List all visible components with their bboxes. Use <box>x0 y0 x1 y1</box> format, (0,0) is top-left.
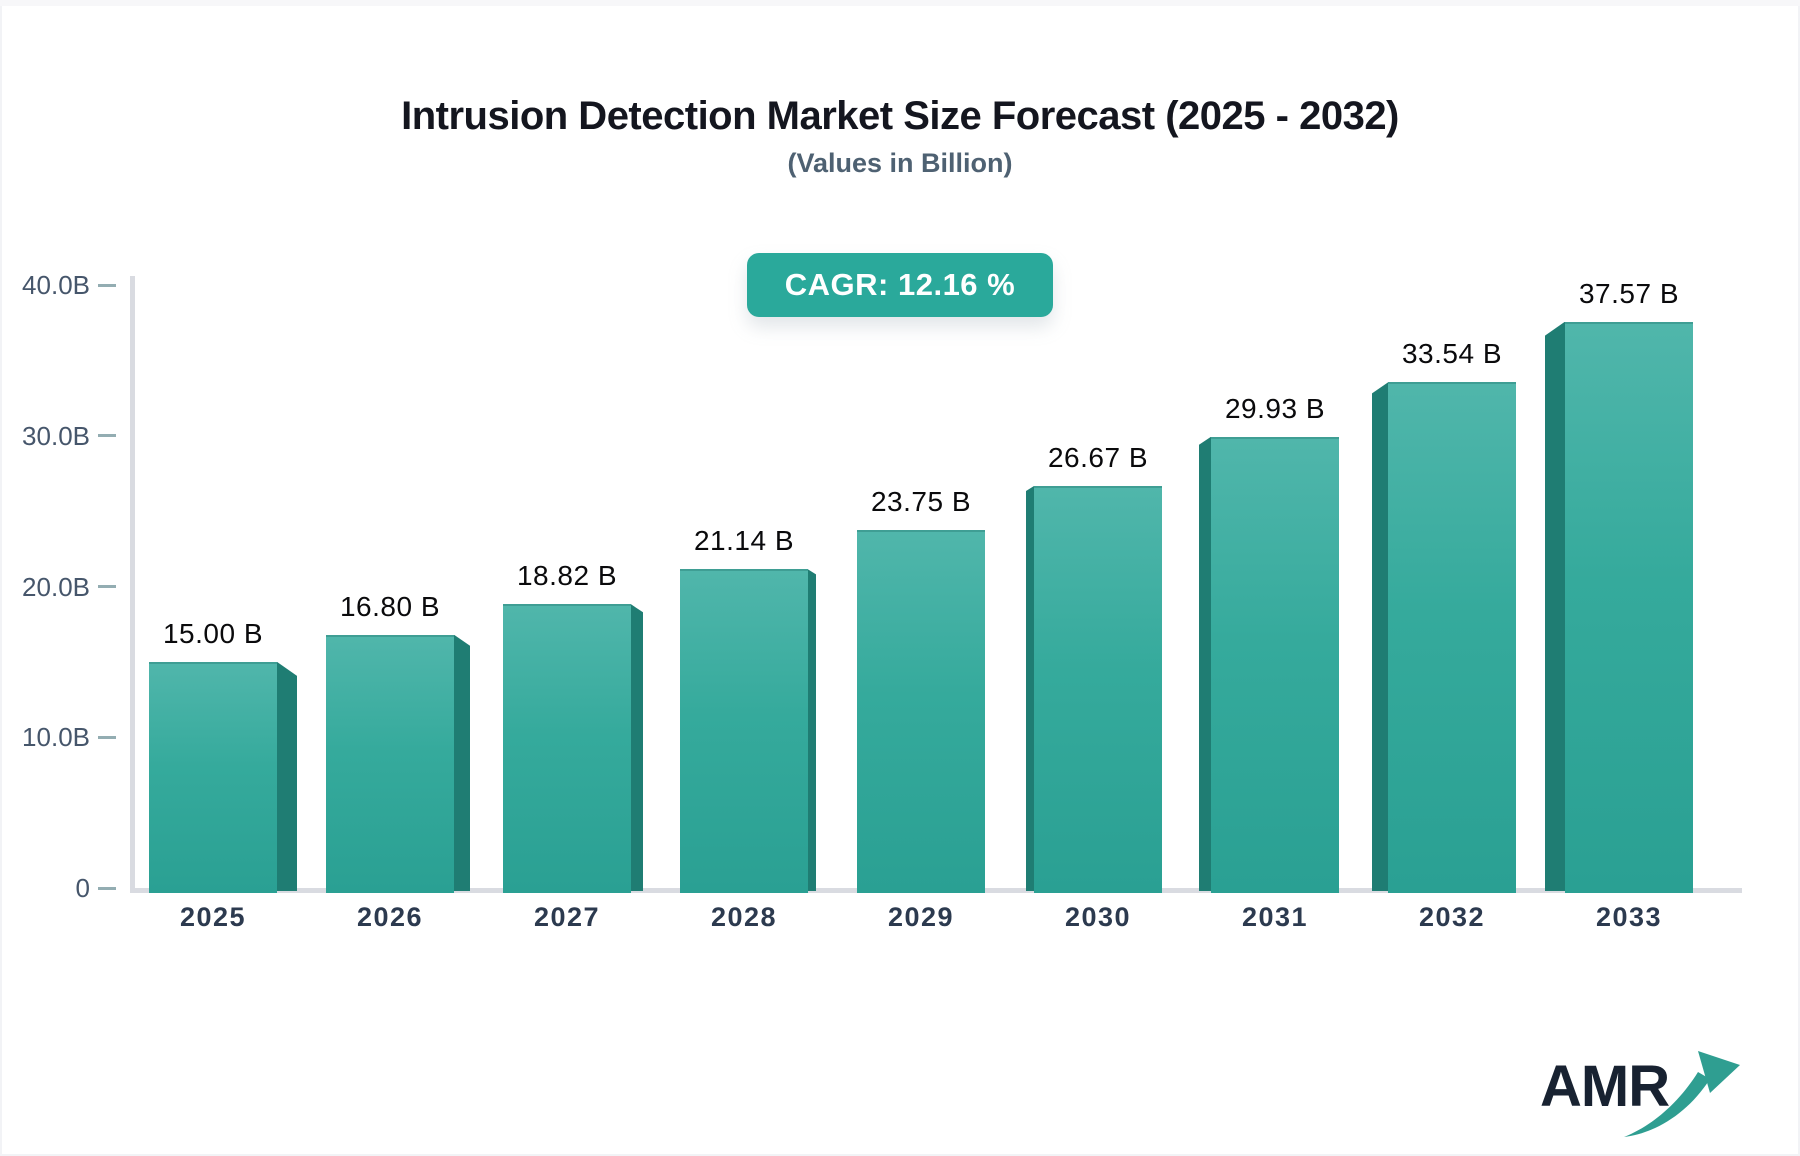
y-axis-tick <box>98 283 116 287</box>
bar <box>1034 485 1162 893</box>
cagr-badge: CAGR: 12.16 % <box>746 253 1054 317</box>
bar-side-face <box>631 604 643 891</box>
bar-value-label: 37.57 B <box>1578 277 1680 309</box>
growth-arrow-icon <box>1624 1051 1740 1137</box>
bar-value-label: 23.75 B <box>870 485 972 517</box>
cagr-badge-row: CAGR: 12.16 % <box>0 253 1800 317</box>
bar-value-label: 18.82 B <box>516 560 618 592</box>
y-axis-tick <box>98 735 116 739</box>
y-axis-tick <box>98 585 116 588</box>
y-axis-tick-label: 30.0B <box>22 420 90 451</box>
bar-side-face <box>454 634 470 891</box>
x-axis-label: 2025 <box>179 902 247 932</box>
y-axis-tick <box>98 886 116 890</box>
bar-side-face <box>277 661 297 891</box>
bar-side-face <box>808 569 816 891</box>
bar-side-face <box>1372 382 1388 891</box>
amr-logo: AMR <box>1540 1045 1750 1145</box>
y-axis-tick-label: 10.0B <box>22 722 90 753</box>
y-axis-tick-label: 40.0B <box>22 270 90 300</box>
y-axis-tick-label: 0 <box>75 873 90 903</box>
x-axis-label: 2031 <box>1241 902 1309 932</box>
y-axis-tick-label: 20.0B <box>22 571 90 602</box>
bar <box>1211 436 1339 893</box>
bar-side-face <box>1199 436 1211 891</box>
bar-value-label: 29.93 B <box>1224 392 1326 424</box>
x-axis-label: 2027 <box>533 902 601 932</box>
bar-value-label: 15.00 B <box>162 617 264 649</box>
bar-value-label: 16.80 B <box>339 590 441 622</box>
bar <box>503 604 631 893</box>
bar <box>857 529 985 893</box>
bar <box>326 634 454 893</box>
x-axis-label: 2028 <box>710 902 778 932</box>
bar-value-label: 33.54 B <box>1401 338 1503 370</box>
y-axis-line <box>130 276 135 893</box>
bar-value-label: 26.67 B <box>1047 441 1149 473</box>
x-axis-label: 2030 <box>1064 902 1132 932</box>
bar <box>1388 382 1516 893</box>
x-axis-label: 2026 <box>356 902 424 932</box>
amr-logo-text: AMR <box>1540 1054 1670 1119</box>
bar <box>1565 321 1693 893</box>
x-axis-label: 2029 <box>887 902 955 932</box>
page-top-edge <box>0 0 1800 6</box>
y-axis-tick <box>98 434 116 438</box>
bar <box>149 661 277 893</box>
chart-subtitle: (Values in Billion) <box>787 148 1013 178</box>
bar-side-face <box>1545 321 1565 891</box>
chart-title: Intrusion Detection Market Size Forecast… <box>401 94 1399 138</box>
x-axis-label: 2032 <box>1418 902 1486 932</box>
bar <box>680 569 808 893</box>
bar-value-label: 21.14 B <box>693 525 795 557</box>
x-axis-label: 2033 <box>1595 902 1663 932</box>
bar-side-face <box>1026 485 1034 891</box>
